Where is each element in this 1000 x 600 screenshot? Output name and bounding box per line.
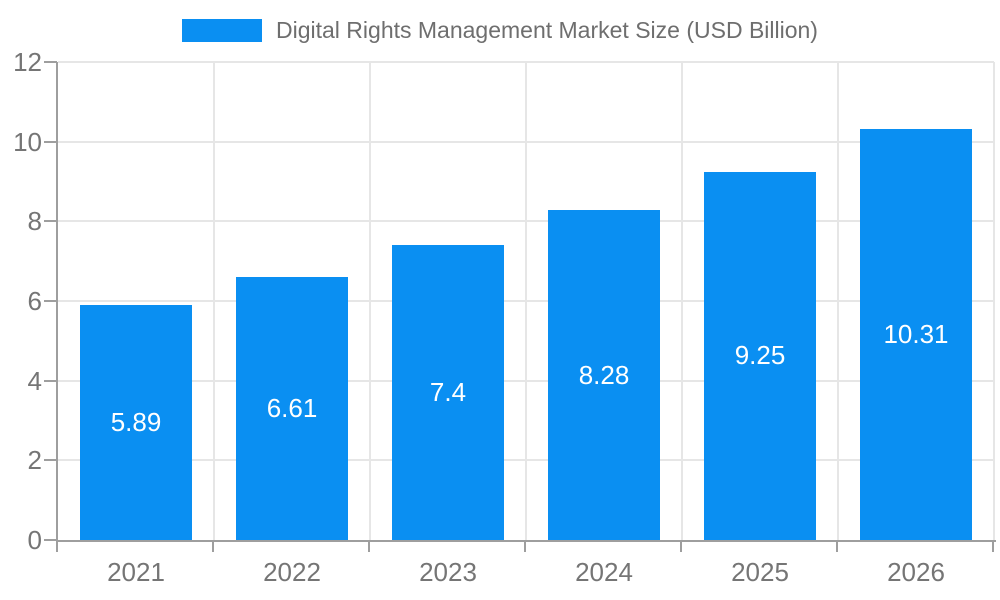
x-tick-mark [56,540,58,552]
legend[interactable]: Digital Rights Management Market Size (U… [0,16,1000,44]
y-tick-label: 2 [27,445,42,476]
y-tick-mark [44,459,57,462]
x-tick-label: 2023 [419,557,477,587]
x-tick-mark [524,540,526,552]
x-tick-mark [212,540,214,552]
bar[interactable]: 6.61 [236,276,348,540]
bar-value-label: 9.25 [734,340,786,371]
plot-area: 5.89 6.61 7.4 8.28 9.25 10.31 [58,61,995,540]
v-gridline [525,62,527,540]
x-tick-label: 2022 [263,557,321,587]
bar-value-label: 5.89 [110,407,162,438]
bar[interactable]: 9.25 [704,171,816,540]
v-gridline [993,62,995,540]
y-tick-mark [44,140,57,143]
y-tick-mark [44,61,57,63]
y-tick-mark [44,379,57,382]
x-tick-label: 2025 [731,557,789,587]
bar-value-label: 8.28 [578,359,630,390]
x-tick-mark [680,540,682,552]
y-tick-mark [44,220,57,223]
v-gridline [369,62,371,540]
bar[interactable]: 5.89 [80,305,192,540]
legend-swatch [182,18,262,42]
y-axis-line [56,62,58,542]
y-tick-label: 0 [27,525,42,555]
x-tick-label: 2021 [107,557,165,587]
y-tick-label: 8 [27,206,42,237]
bar-value-label: 10.31 [883,319,949,350]
bar-value-label: 7.4 [429,377,467,408]
y-tick-label: 6 [27,286,42,316]
y-tick-label: 12 [13,47,42,77]
legend-label: Digital Rights Management Market Size (U… [276,16,818,43]
bar-value-label: 6.61 [266,392,318,423]
bar[interactable]: 7.4 [392,245,504,540]
bar[interactable]: 8.28 [548,210,660,540]
v-gridline [837,62,839,540]
y-tick-mark [44,300,57,302]
y-tick-label: 4 [27,365,42,396]
y-tick-mark [44,539,57,541]
v-gridline [681,62,683,540]
v-gridline [213,62,215,540]
y-tick-label: 10 [13,126,42,157]
bar[interactable]: 10.31 [860,129,972,540]
x-tick-label: 2024 [575,557,633,587]
x-axis-line [56,540,996,542]
x-tick-mark [836,540,838,552]
x-tick-mark [368,540,370,552]
x-tick-label: 2026 [887,557,945,587]
x-tick-mark [992,540,994,552]
